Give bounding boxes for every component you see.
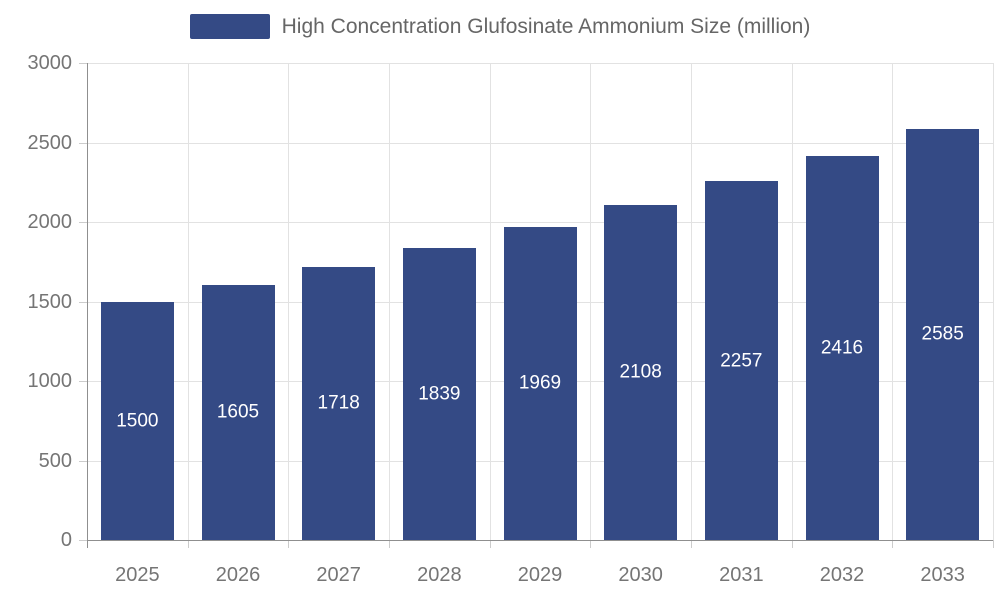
x-tick-label: 2030 bbox=[618, 564, 663, 586]
bar: 1839 bbox=[402, 247, 476, 540]
x-axis-tick bbox=[489, 540, 491, 548]
chart-legend[interactable]: High Concentration Glufosinate Ammonium … bbox=[0, 14, 1000, 39]
v-gridline bbox=[288, 63, 290, 540]
legend-label: High Concentration Glufosinate Ammonium … bbox=[281, 15, 811, 38]
bar-value-label: 2585 bbox=[921, 323, 964, 345]
x-tick-label: 2032 bbox=[819, 564, 865, 586]
bar-value-label: 1839 bbox=[418, 383, 461, 405]
v-gridline bbox=[691, 63, 692, 540]
y-tick-label: 2500 bbox=[27, 131, 73, 154]
x-axis-tick bbox=[187, 540, 189, 548]
y-axis-tick bbox=[79, 63, 87, 64]
y-axis-tick bbox=[79, 540, 87, 541]
bar: 1969 bbox=[503, 226, 577, 540]
y-tick-label: 500 bbox=[38, 449, 72, 472]
x-tick-label: 2029 bbox=[517, 564, 563, 586]
bar-value-label: 2108 bbox=[619, 361, 662, 383]
y-axis-tick bbox=[79, 460, 87, 462]
bar-value-label: 1500 bbox=[116, 410, 159, 432]
y-axis-tick bbox=[79, 381, 87, 382]
y-tick-label: 1500 bbox=[27, 290, 73, 313]
bar-value-label: 1718 bbox=[317, 392, 360, 414]
x-tick-label: 2026 bbox=[215, 564, 261, 586]
bar-value-label: 1969 bbox=[518, 372, 562, 394]
bar: 1605 bbox=[201, 284, 275, 540]
x-tick-label: 2028 bbox=[417, 564, 462, 586]
y-tick-label: 3000 bbox=[27, 52, 73, 74]
x-tick-label: 2025 bbox=[115, 564, 160, 586]
x-axis-tick bbox=[892, 540, 894, 548]
x-axis-tick bbox=[993, 540, 994, 548]
v-gridline bbox=[489, 63, 491, 540]
v-gridline bbox=[892, 63, 894, 540]
x-tick-label: 2027 bbox=[316, 564, 361, 586]
x-tick-label: 2031 bbox=[719, 564, 764, 586]
v-gridline bbox=[993, 63, 994, 540]
y-tick-label: 0 bbox=[60, 529, 72, 551]
x-axis-line bbox=[87, 540, 993, 541]
bar-value-label: 1605 bbox=[216, 401, 260, 423]
v-gridline bbox=[187, 63, 189, 540]
bar: 1718 bbox=[302, 266, 376, 540]
x-axis-tick bbox=[288, 540, 290, 548]
y-tick-label: 1000 bbox=[27, 370, 73, 392]
bar: 1500 bbox=[100, 301, 174, 540]
h-gridline bbox=[87, 63, 993, 64]
y-axis-tick bbox=[79, 301, 87, 303]
x-axis-tick bbox=[791, 540, 793, 548]
y-axis-tick bbox=[79, 142, 87, 144]
x-axis-tick bbox=[691, 540, 692, 548]
y-tick-label: 2000 bbox=[27, 211, 73, 233]
y-axis-line bbox=[87, 63, 88, 548]
h-gridline bbox=[87, 142, 993, 144]
x-tick-label: 2033 bbox=[920, 564, 965, 586]
bar-value-label: 2257 bbox=[720, 350, 763, 372]
bar-value-label: 2416 bbox=[820, 337, 864, 359]
x-axis-tick bbox=[389, 540, 390, 548]
bar: 2108 bbox=[604, 204, 678, 540]
v-gridline bbox=[389, 63, 390, 540]
bar: 2585 bbox=[906, 128, 980, 540]
v-gridline bbox=[590, 63, 592, 540]
x-axis-tick bbox=[590, 540, 592, 548]
v-gridline bbox=[791, 63, 793, 540]
bar: 2257 bbox=[704, 181, 778, 540]
y-axis-tick bbox=[79, 222, 87, 223]
h-gridline bbox=[87, 222, 993, 223]
legend-swatch bbox=[189, 14, 270, 39]
bar: 2416 bbox=[805, 155, 879, 540]
